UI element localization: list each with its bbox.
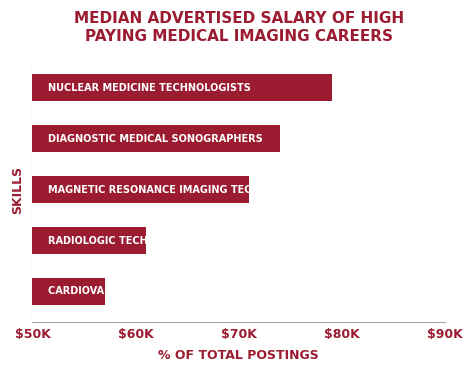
- Bar: [32, 75, 331, 101]
- Bar: [32, 125, 280, 152]
- Bar: [32, 227, 146, 254]
- Bar: [32, 176, 249, 203]
- Text: DIAGNOSTIC MEDICAL SONOGRAPHERS: DIAGNOSTIC MEDICAL SONOGRAPHERS: [48, 134, 263, 144]
- Text: RADIOLOGIC TECHNOLOGISTS AND TECHNICIANS: RADIOLOGIC TECHNOLOGISTS AND TECHNICIANS: [48, 235, 315, 245]
- Text: NUCLEAR MEDICINE TECHNOLOGISTS: NUCLEAR MEDICINE TECHNOLOGISTS: [48, 83, 251, 93]
- Y-axis label: SKILLS: SKILLS: [11, 166, 24, 214]
- Bar: [32, 278, 105, 305]
- Title: MEDIAN ADVERTISED SALARY OF HIGH
PAYING MEDICAL IMAGING CAREERS: MEDIAN ADVERTISED SALARY OF HIGH PAYING …: [73, 11, 404, 44]
- Text: MAGNETIC RESONANCE IMAGING TECHNOLOGISTS: MAGNETIC RESONANCE IMAGING TECHNOLOGISTS: [48, 185, 322, 195]
- X-axis label: % OF TOTAL POSTINGS: % OF TOTAL POSTINGS: [158, 349, 319, 362]
- Text: CARDIOVASCULAR TECHNOLOGISTS AND TECHNICIANS: CARDIOVASCULAR TECHNOLOGISTS AND TECHNIC…: [48, 286, 347, 297]
